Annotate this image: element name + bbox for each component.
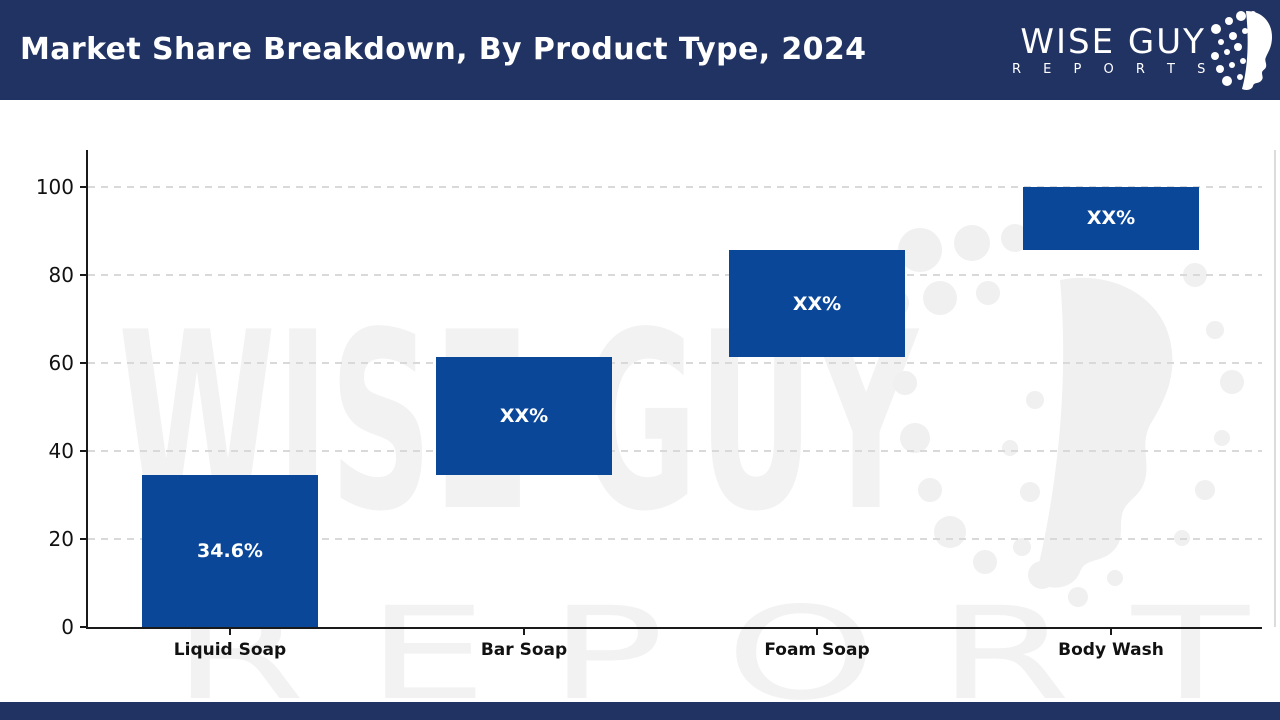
bar-body-wash: XX% bbox=[1023, 187, 1199, 250]
plot-right-border bbox=[1274, 150, 1276, 627]
bar-value-label: XX% bbox=[1086, 207, 1136, 230]
x-tick-mark bbox=[523, 627, 525, 635]
brand-logo: WISE GUY R E P O R T S bbox=[1012, 8, 1273, 92]
bar-value-label: XX% bbox=[792, 292, 842, 315]
bar-value-label: 34.6% bbox=[197, 539, 263, 562]
gridline bbox=[88, 538, 1262, 540]
header-bar: Market Share Breakdown, By Product Type,… bbox=[0, 0, 1280, 100]
y-tick-label: 20 bbox=[48, 527, 74, 551]
chart-title: Market Share Breakdown, By Product Type,… bbox=[20, 32, 867, 67]
gridline bbox=[88, 450, 1262, 452]
x-tick-mark bbox=[1110, 627, 1112, 635]
bar-foam-soap: XX% bbox=[729, 249, 905, 358]
y-tick-mark bbox=[80, 450, 88, 452]
y-tick-mark bbox=[80, 274, 88, 276]
y-tick-label: 100 bbox=[35, 175, 74, 199]
y-tick-label: 80 bbox=[48, 263, 74, 287]
x-tick-mark bbox=[816, 627, 818, 635]
y-tick-label: 0 bbox=[61, 615, 74, 639]
y-tick-mark bbox=[80, 362, 88, 364]
x-category-label: Body Wash bbox=[1058, 640, 1164, 660]
x-category-label: Bar Soap bbox=[480, 640, 568, 660]
x-tick-mark bbox=[229, 627, 231, 635]
y-tick-mark bbox=[80, 186, 88, 188]
y-tick-mark bbox=[80, 538, 88, 540]
bar-liquid-soap: 34.6% bbox=[142, 474, 318, 627]
y-tick-label: 40 bbox=[48, 439, 74, 463]
y-tick-label: 60 bbox=[48, 351, 74, 375]
gridline bbox=[88, 274, 1262, 276]
bar-bar-soap: XX% bbox=[436, 357, 612, 475]
face-profile-icon bbox=[1211, 11, 1273, 90]
x-axis bbox=[86, 627, 1262, 629]
footer-bar bbox=[0, 702, 1280, 720]
bar-value-label: XX% bbox=[499, 405, 549, 427]
x-category-label: Foam Soap bbox=[764, 640, 870, 660]
watermark-text-2: R E P O R T S bbox=[172, 580, 1280, 702]
y-axis bbox=[86, 150, 88, 629]
brand-name: WISE GUY bbox=[1020, 21, 1206, 62]
gridline bbox=[88, 362, 1262, 364]
brand-subtitle: R E P O R T S bbox=[1012, 61, 1215, 77]
y-tick-mark bbox=[80, 626, 88, 628]
plot-area: 0 20 40 60 80 100 34.6% XX% XX% XX% Liquid Soap Bar… bbox=[0, 100, 1280, 702]
gridline bbox=[88, 186, 1262, 188]
x-category-label: Liquid Soap bbox=[173, 640, 287, 660]
